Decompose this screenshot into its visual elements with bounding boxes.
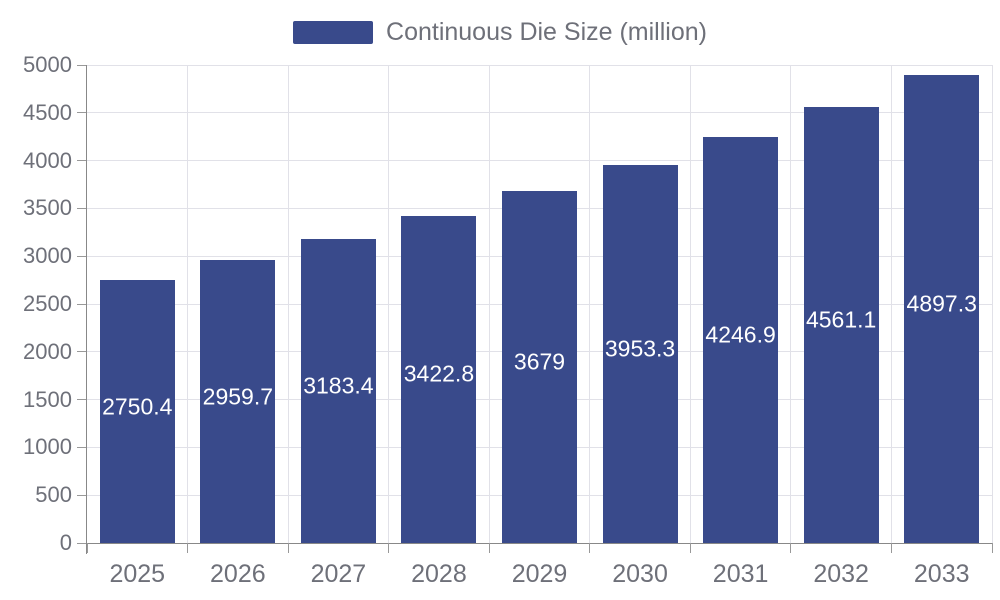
y-axis-tick (77, 542, 86, 544)
bar[interactable] (904, 74, 980, 543)
y-axis-line (86, 65, 87, 554)
y-axis-tick (77, 494, 86, 496)
grid-line-vertical (689, 65, 691, 543)
y-axis-tick (77, 112, 86, 114)
grid-line-vertical (991, 65, 993, 543)
bar[interactable] (502, 191, 577, 543)
x-axis-line (87, 542, 993, 544)
grid-line-horizontal (87, 160, 992, 162)
bar[interactable] (99, 280, 175, 543)
y-tick-label: 2000 (23, 338, 72, 364)
x-axis-tick (287, 543, 289, 553)
y-tick-label: 1500 (23, 386, 72, 412)
x-tick-label: 2032 (813, 560, 869, 588)
grid-line-vertical (488, 65, 490, 543)
grid-line-vertical (388, 65, 390, 543)
x-axis-tick (86, 543, 88, 553)
y-tick-label: 3000 (23, 243, 72, 269)
bar[interactable] (602, 165, 678, 543)
bar[interactable] (703, 136, 779, 543)
legend-item[interactable]: Continuous Die Size (million) (0, 20, 1000, 45)
y-tick-label: 4500 (23, 99, 72, 125)
x-tick-label: 2025 (109, 560, 166, 588)
x-axis-tick (689, 543, 691, 553)
bar[interactable] (200, 260, 276, 543)
x-tick-label: 2029 (511, 560, 568, 588)
grid-line-vertical (589, 65, 591, 543)
grid-line-horizontal (87, 64, 992, 66)
y-tick-label: 0 (59, 530, 72, 555)
x-tick-label: 2026 (210, 560, 266, 588)
y-axis-tick (77, 399, 86, 401)
y-tick-label: 5000 (23, 52, 72, 77)
x-tick-label: 2031 (712, 560, 769, 588)
grid-line-horizontal (87, 112, 992, 114)
y-axis-tick (77, 303, 86, 305)
x-tick-label: 2027 (310, 560, 367, 588)
grid-line-vertical (287, 65, 289, 543)
x-axis-tick (991, 543, 993, 553)
legend-swatch (293, 21, 374, 44)
x-axis-tick (589, 543, 591, 553)
y-tick-label: 1000 (23, 434, 72, 460)
bar[interactable] (401, 215, 477, 543)
grid-line-vertical (790, 65, 792, 543)
y-axis-tick (77, 207, 86, 209)
x-tick-label: 2028 (411, 560, 467, 588)
y-axis-tick (77, 351, 86, 353)
y-tick-label: 4000 (23, 147, 72, 173)
x-axis-tick (187, 543, 189, 553)
y-tick-label: 3500 (23, 195, 72, 221)
x-axis-tick (488, 543, 490, 553)
y-axis-tick (77, 64, 86, 66)
x-tick-label: 2030 (612, 560, 668, 588)
grid-line-vertical (890, 65, 892, 543)
legend-label: Continuous Die Size (million) (386, 18, 707, 46)
y-tick-label: 2500 (23, 291, 72, 316)
x-tick-label: 2033 (913, 560, 970, 588)
bar[interactable] (803, 106, 879, 543)
y-axis-tick (77, 446, 86, 448)
grid-line-vertical (187, 65, 189, 543)
x-axis-tick (890, 543, 892, 553)
y-axis-tick (77, 255, 86, 257)
y-tick-label: 500 (35, 482, 72, 508)
x-axis-tick (790, 543, 792, 553)
y-axis-tick (77, 160, 86, 162)
bar[interactable] (300, 238, 376, 543)
x-axis-tick (388, 543, 390, 553)
